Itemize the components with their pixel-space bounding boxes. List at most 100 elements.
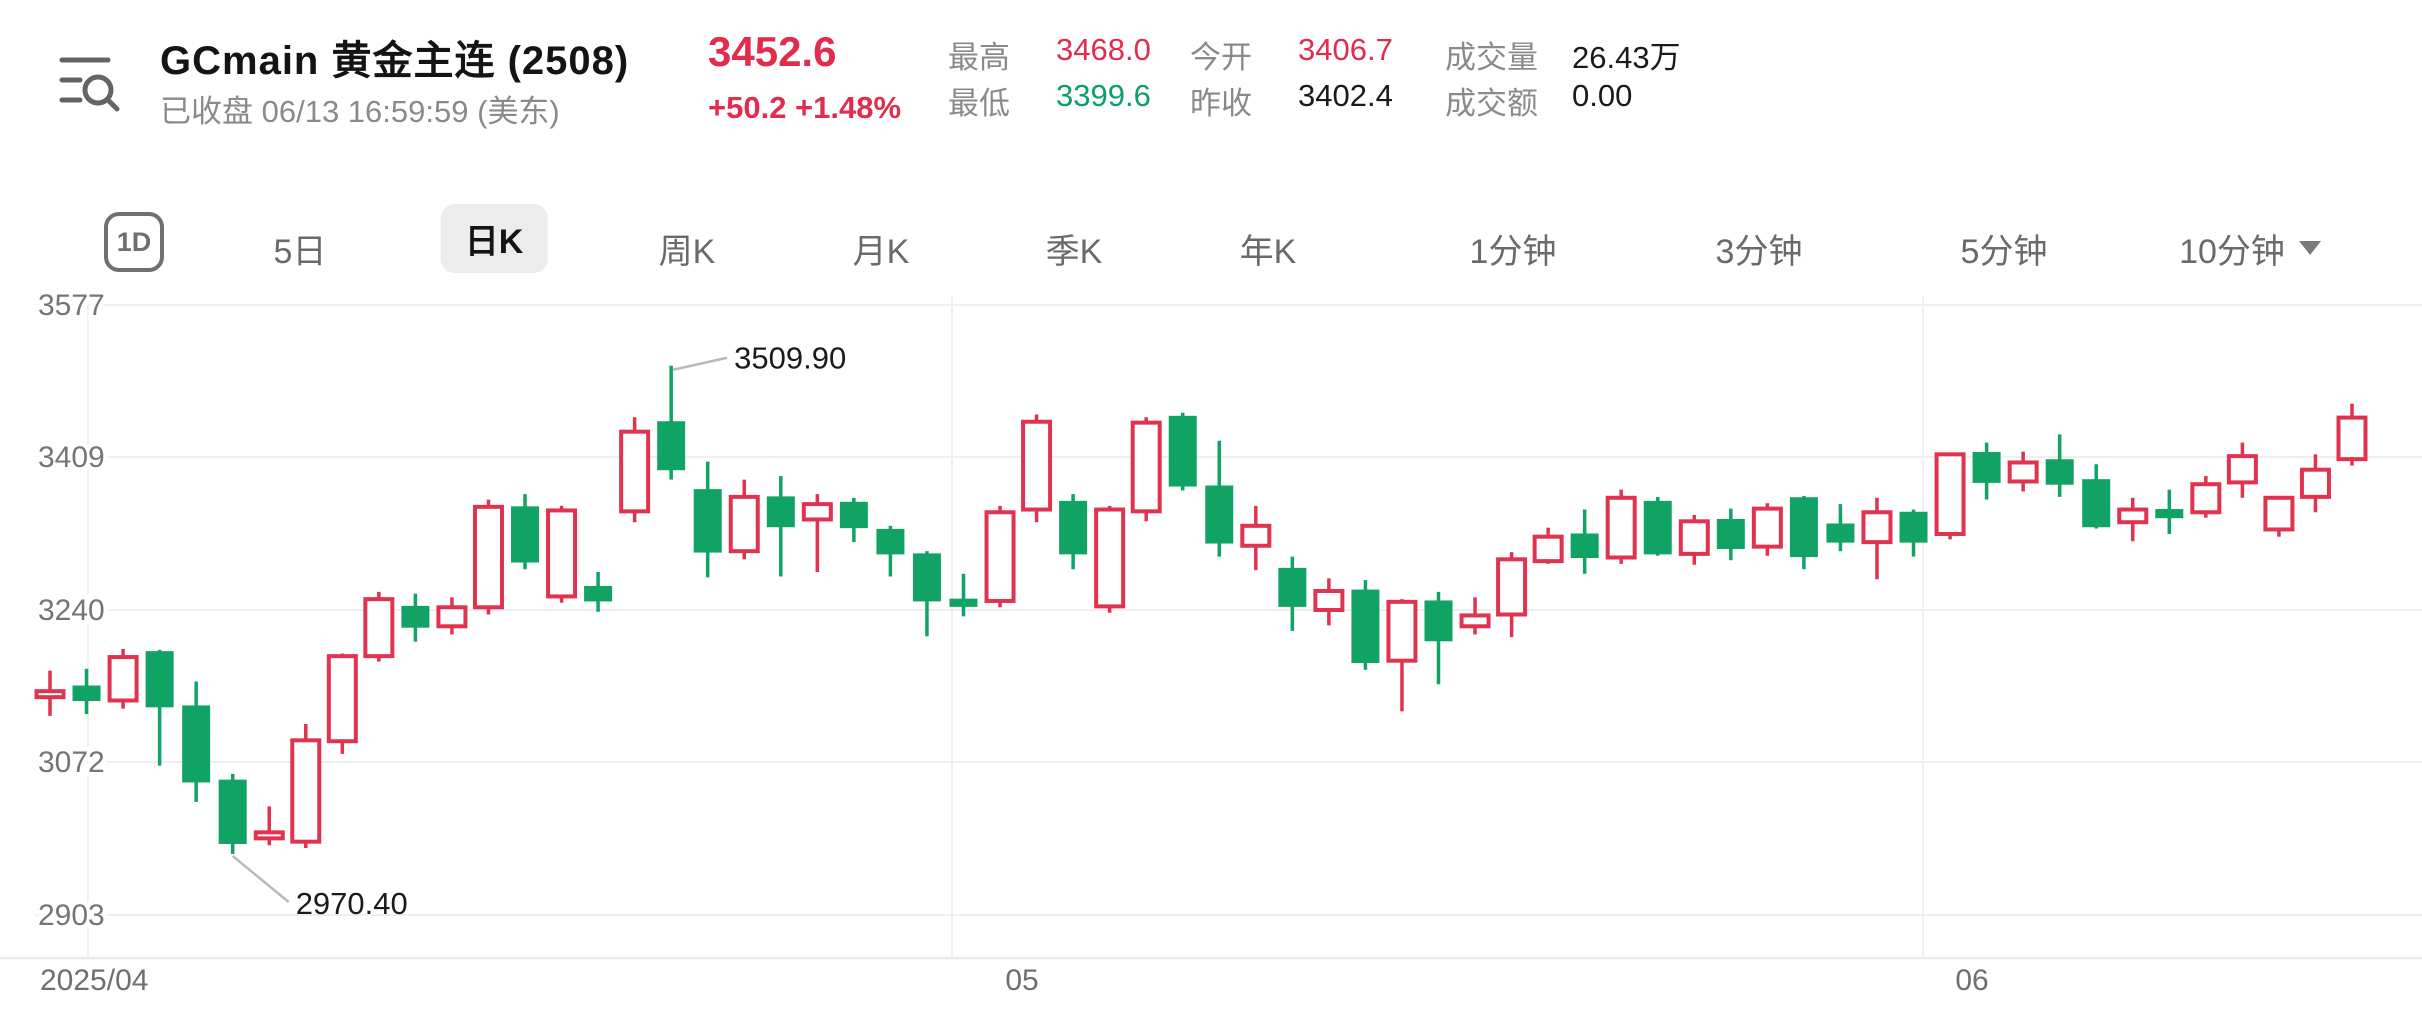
tab-年K[interactable]: 年K — [1240, 214, 1297, 283]
symbol-title: GCmain 黄金主连 (2508) — [160, 39, 630, 83]
candle-body — [1826, 523, 1855, 543]
candle-body — [290, 738, 322, 844]
stat-value: 0.00 — [1572, 78, 1633, 113]
chevron-down-icon — [2298, 241, 2321, 255]
tab-label: 周K — [658, 233, 716, 271]
candle-body — [657, 421, 686, 471]
tab-label: 10分钟 — [2179, 233, 2285, 271]
candle-body — [253, 830, 285, 841]
stat-label: 最低 — [948, 86, 1010, 121]
candle-body — [1424, 600, 1453, 642]
candle-body — [1130, 420, 1162, 514]
candle-body — [1459, 613, 1491, 629]
tab-1分钟[interactable]: 1分钟 — [1470, 214, 1557, 283]
y-axis-label: 3577 — [38, 290, 105, 322]
candle-body — [326, 654, 358, 744]
candle-body — [511, 506, 540, 563]
tab-周K[interactable]: 周K — [659, 214, 716, 283]
candle-body — [1861, 510, 1893, 545]
candle-body — [363, 597, 395, 659]
candle-body — [2299, 467, 2331, 499]
stat-value: 3468.0 — [1056, 32, 1151, 67]
tab-3分钟[interactable]: 3分钟 — [1716, 214, 1803, 283]
stat-value: 26.43万 — [1572, 40, 1681, 75]
candle-body — [2226, 454, 2258, 485]
y-axis-label: 2903 — [38, 899, 105, 932]
candle-body — [107, 655, 139, 703]
candle-body — [401, 605, 430, 628]
low-price-annotation: 2970.40 — [296, 886, 408, 921]
candle-body — [1240, 523, 1272, 548]
stat-value: 3402.4 — [1298, 78, 1393, 113]
candle-body — [1278, 567, 1307, 607]
candle-body — [1094, 507, 1126, 609]
candle-body — [1313, 588, 1345, 613]
tab-日K[interactable]: 日K — [440, 204, 548, 273]
candle-body — [1351, 589, 1380, 663]
y-axis-label: 3072 — [38, 746, 105, 779]
market-status: 已收盘 06/13 16:59:59 (美东) — [160, 94, 560, 129]
candle-body — [619, 429, 651, 514]
search-list-icon-glyph — [59, 57, 120, 112]
tab-5日[interactable]: 5日 — [274, 214, 327, 283]
candle-body — [2336, 415, 2368, 462]
x-axis-label: 2025/04 — [40, 964, 148, 997]
tab-label: 季K — [1045, 233, 1103, 271]
candle-body — [34, 689, 66, 700]
candle-body — [839, 501, 868, 529]
tab-10分钟[interactable]: 10分钟 — [2179, 214, 2321, 283]
candle-body — [728, 494, 760, 554]
candle-body — [1934, 452, 1966, 536]
candle-body — [2190, 482, 2222, 515]
candle-body — [1059, 500, 1088, 555]
tab-5分钟[interactable]: 5分钟 — [1961, 214, 2048, 283]
annotation-leader-line — [231, 855, 290, 903]
annotation-leader-line — [672, 356, 728, 371]
candle-body — [693, 489, 722, 553]
candle-body — [1532, 534, 1564, 564]
tab-label: 年K — [1239, 233, 1297, 271]
candle-body — [218, 779, 247, 845]
search-list-icon[interactable] — [56, 48, 126, 118]
stat-label: 今开 — [1190, 40, 1252, 75]
candle-body — [1751, 506, 1783, 549]
stat-label: 成交额 — [1445, 86, 1538, 121]
y-axis-label: 3409 — [38, 441, 105, 474]
tab-月K[interactable]: 月K — [853, 214, 910, 283]
tab-label: 日K — [464, 223, 524, 261]
stat-label: 最高 — [948, 40, 1010, 75]
candle-body — [1605, 495, 1637, 560]
candle-body — [1168, 415, 1197, 487]
candle-body — [1899, 511, 1928, 543]
tab-季K[interactable]: 季K — [1046, 214, 1103, 283]
candle-body — [1678, 519, 1710, 556]
candle-body — [766, 496, 795, 528]
candle-body — [1021, 419, 1053, 512]
stat-label: 成交量 — [1445, 40, 1538, 75]
candle-body — [182, 705, 211, 783]
candle-body — [1643, 500, 1672, 555]
tab-label: 月K — [852, 233, 910, 271]
candle-body — [984, 510, 1016, 603]
one-day-box-label: 1D — [116, 226, 152, 257]
candle-body — [2045, 459, 2074, 485]
x-axis-label: 05 — [1005, 964, 1038, 997]
candle-body — [1570, 533, 1599, 559]
candle-body — [2263, 495, 2295, 532]
one-day-box-icon[interactable]: 1D — [104, 212, 164, 272]
x-axis-label: 06 — [1955, 964, 1988, 997]
candlestick-chart[interactable]: 3509.90 2970.40 3577 3409 3240 3072 2903 2025/0… — [0, 290, 2422, 1013]
candle-body — [472, 504, 504, 610]
candle-body — [2007, 460, 2039, 484]
candle-body — [912, 553, 941, 602]
high-price-annotation: 3509.90 — [734, 341, 846, 376]
candle-body — [949, 598, 978, 607]
tab-label: 5分钟 — [1960, 233, 2048, 271]
y-axis-label: 3240 — [38, 594, 105, 627]
last-price: 3452.6 — [708, 28, 837, 75]
stat-value: 3406.7 — [1298, 32, 1393, 67]
tab-label: 5日 — [273, 233, 327, 271]
stat-value: 3399.6 — [1056, 78, 1151, 113]
candle-body — [801, 502, 833, 522]
